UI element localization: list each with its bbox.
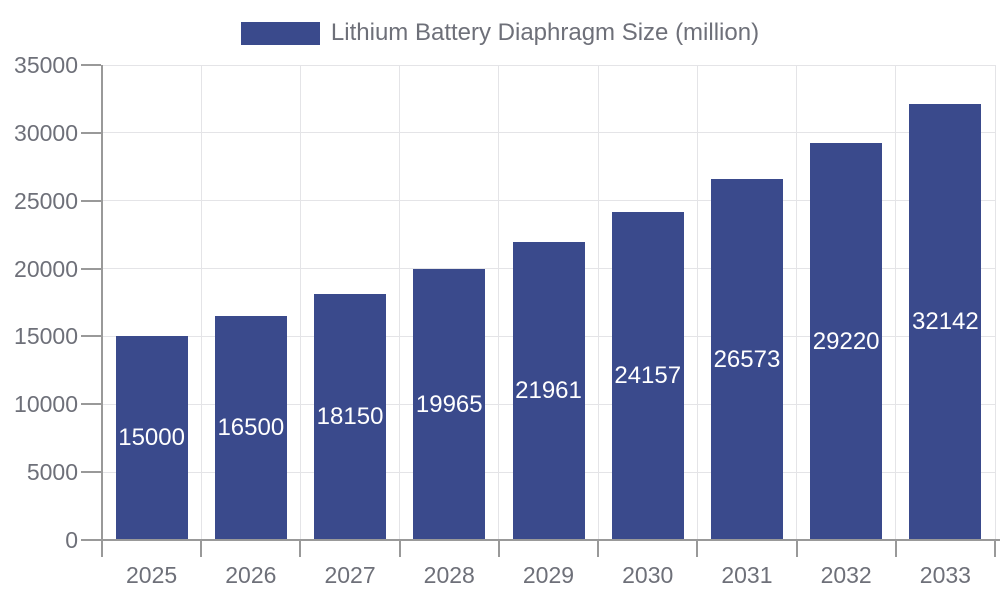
bar-value-label: 21961 [515,376,582,404]
bar-value-label: 32142 [912,307,979,335]
x-axis-label: 2033 [919,562,971,588]
x-axis-label: 2025 [126,562,178,588]
y-axis-tick [81,335,101,338]
bar-value-label: 18150 [316,402,384,430]
bar-value-label: 19965 [415,390,483,418]
y-axis-tick [81,267,101,270]
v-gridline [696,65,698,540]
bar-value-label: 15000 [118,424,185,452]
x-axis-tick [497,540,500,557]
bar-value-label: 24157 [614,362,682,390]
y-axis-label: 25000 [14,187,78,214]
x-axis-label: 2030 [622,562,674,588]
bar-2027: 18150 [314,293,387,540]
h-gridline [102,200,995,202]
y-axis-label: 20000 [14,255,78,282]
x-axis-label: 2028 [423,562,475,588]
y-axis-tick [81,199,101,202]
y-axis-label: 30000 [14,119,78,146]
y-axis-tick [81,539,101,541]
x-axis-tick [597,540,600,557]
x-axis-tick [795,540,798,557]
y-axis-label: 35000 [14,52,78,78]
bar-2028: 19965 [413,269,486,540]
y-axis-line [101,65,103,540]
x-axis-label: 2026 [225,562,277,588]
bar-value-label: 16500 [217,414,285,442]
x-axis-tick [101,540,103,557]
bar-2030: 24157 [611,212,684,540]
x-axis-tick [200,540,203,557]
bar-2029: 21961 [512,241,585,540]
v-gridline [498,65,500,540]
y-axis-label: 5000 [26,459,78,486]
x-axis-tick [894,540,897,557]
x-axis-tick [299,540,302,557]
bar-2026: 16500 [214,316,287,540]
bar-2025: 15000 [115,336,188,540]
y-axis-tick [81,403,101,406]
legend-swatch [240,21,320,45]
y-axis-label: 0 [65,527,78,553]
v-gridline [597,65,599,540]
bar-value-label: 26573 [713,345,781,373]
legend-label: Lithium Battery Diaphragm Size (million) [330,19,760,46]
x-axis-label: 2031 [721,562,773,588]
x-axis-line [82,539,1000,541]
bar-value-label: 29220 [812,327,880,355]
x-axis-tick [696,540,699,557]
x-axis-tick [398,540,401,557]
bar-2031: 26573 [710,179,783,540]
x-axis-label: 2029 [522,562,575,588]
x-axis-label: 2032 [820,562,872,588]
y-axis-tick [81,471,101,474]
bar-2033: 32142 [909,103,982,540]
x-axis-label: 2027 [324,562,376,588]
y-axis-tick [81,131,101,134]
x-axis-tick [994,540,996,557]
v-gridline [994,65,996,540]
v-gridline [200,65,202,540]
v-gridline [895,65,897,540]
v-gridline [299,65,301,540]
y-axis-tick [81,64,101,66]
v-gridline [399,65,401,540]
y-axis-label: 15000 [14,323,78,350]
plot-area: 15000 16500 18150 19965 21961 24157 26573 29220… [14,52,1000,588]
h-gridline [102,132,995,134]
v-gridline [796,65,798,540]
legend: Lithium Battery Diaphragm Size (million) [0,19,1000,47]
y-axis-label: 10000 [14,391,78,418]
bar-2032: 29220 [810,143,883,540]
h-gridline [102,64,995,66]
